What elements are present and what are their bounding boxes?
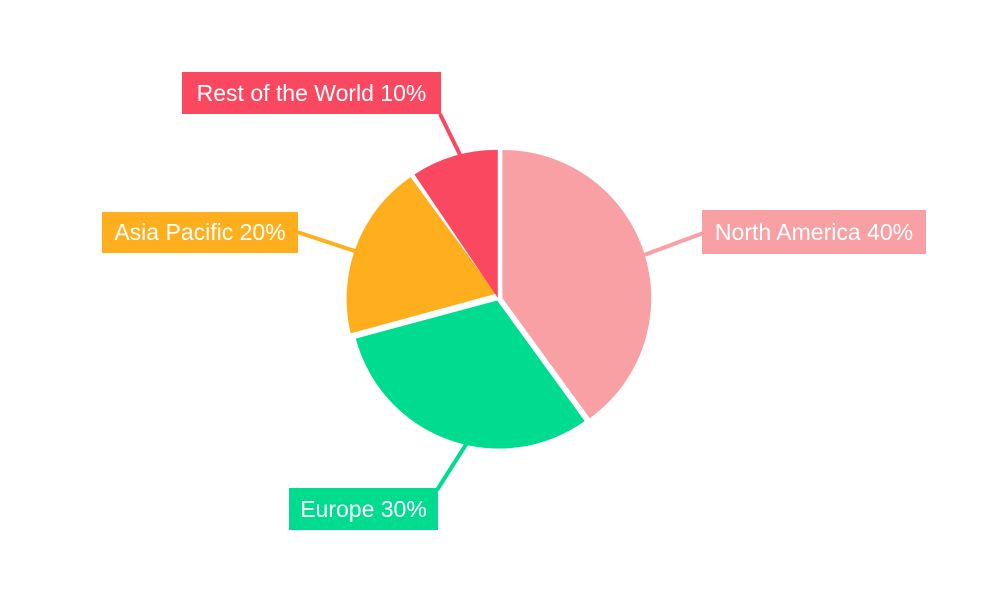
pie-slice-europe[interactable] xyxy=(355,300,585,449)
pie-label-north-america-text: North America 40% xyxy=(714,218,914,245)
pie-slice-rest-of-the-world[interactable] xyxy=(414,149,498,298)
pie-label-asia-pacific-text: Asia Pacific 20% xyxy=(114,219,286,245)
pie-label-rest-of-the-world-text: Rest of the World 10% xyxy=(196,79,427,106)
pie-label-rest-of-the-world[interactable]: Rest of the World 10% xyxy=(182,72,441,114)
pie-label-asia-pacific[interactable]: Asia Pacific 20% xyxy=(102,212,298,253)
leader-line-europe xyxy=(435,441,469,492)
pie-label-north-america[interactable]: North America 40% xyxy=(702,210,926,254)
pie-slice-asia-pacific[interactable] xyxy=(346,177,497,334)
leader-line-asia-pacific xyxy=(296,230,359,254)
leader-line-north-america xyxy=(643,230,707,257)
pie-label-europe-text: Europe 30% xyxy=(300,495,427,522)
pie-slice-north-america[interactable] xyxy=(502,150,652,419)
pie-slices xyxy=(346,149,652,449)
pie-label-europe[interactable]: Europe 30% xyxy=(289,488,438,530)
